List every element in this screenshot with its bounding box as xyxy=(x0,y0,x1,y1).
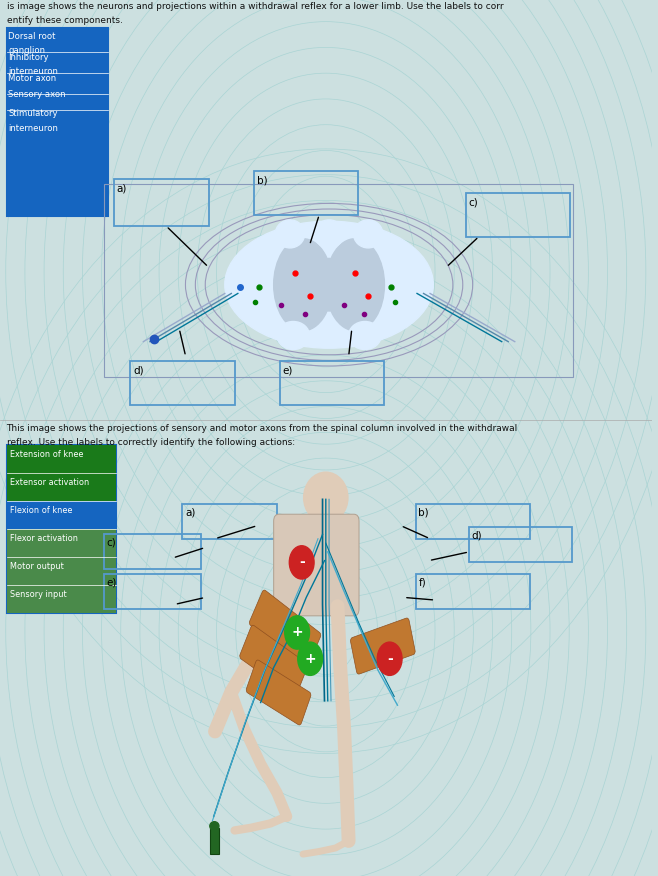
Text: Extension of knee: Extension of knee xyxy=(11,450,84,459)
Bar xyxy=(311,497,340,523)
Text: entify these components.: entify these components. xyxy=(7,16,122,25)
FancyBboxPatch shape xyxy=(274,514,359,616)
Ellipse shape xyxy=(315,220,343,248)
Text: Motor axon: Motor axon xyxy=(9,74,57,82)
Text: interneuron: interneuron xyxy=(9,124,59,132)
Text: Dorsal root: Dorsal root xyxy=(9,32,56,40)
FancyBboxPatch shape xyxy=(249,590,321,668)
Text: f): f) xyxy=(418,577,426,587)
Text: Sensory axon: Sensory axon xyxy=(9,90,66,99)
Bar xyxy=(7,585,116,613)
Bar xyxy=(7,28,107,216)
Ellipse shape xyxy=(303,472,348,523)
Text: c): c) xyxy=(468,197,478,207)
Bar xyxy=(7,473,116,501)
Bar xyxy=(7,529,116,557)
Text: Extensor activation: Extensor activation xyxy=(11,478,89,487)
Bar xyxy=(114,179,209,226)
Ellipse shape xyxy=(225,221,434,349)
Bar xyxy=(416,574,530,609)
Ellipse shape xyxy=(210,822,219,830)
Text: interneuron: interneuron xyxy=(9,67,59,76)
Ellipse shape xyxy=(326,238,384,330)
Circle shape xyxy=(285,616,309,649)
Text: ganglion: ganglion xyxy=(9,46,45,55)
FancyBboxPatch shape xyxy=(246,660,311,725)
Ellipse shape xyxy=(277,321,309,350)
Ellipse shape xyxy=(349,321,381,350)
Text: Inhibitory: Inhibitory xyxy=(9,53,49,61)
Bar xyxy=(280,361,384,405)
Text: Sensory input: Sensory input xyxy=(11,590,67,599)
Bar xyxy=(104,184,573,377)
FancyBboxPatch shape xyxy=(240,625,308,696)
Text: Stimulatory: Stimulatory xyxy=(9,109,58,117)
Ellipse shape xyxy=(274,238,332,330)
Circle shape xyxy=(298,642,322,675)
Text: -: - xyxy=(387,652,393,666)
Text: d): d) xyxy=(133,365,143,375)
Bar xyxy=(104,534,201,569)
Text: b): b) xyxy=(418,507,429,517)
Ellipse shape xyxy=(275,220,305,248)
Text: a): a) xyxy=(185,507,195,517)
FancyBboxPatch shape xyxy=(351,618,415,674)
Bar xyxy=(7,557,116,585)
Text: e): e) xyxy=(107,577,117,587)
Bar xyxy=(182,504,277,539)
Text: Flexion of knee: Flexion of knee xyxy=(11,506,73,515)
Text: is image shows the neurons and projections within a withdrawal reflex for a lowe: is image shows the neurons and projectio… xyxy=(7,2,503,11)
Bar xyxy=(7,445,116,613)
Text: reflex. Use the labels to correctly identify the following actions:: reflex. Use the labels to correctly iden… xyxy=(7,438,295,447)
Bar xyxy=(7,501,116,529)
Text: Flexor activation: Flexor activation xyxy=(11,534,78,543)
Text: a): a) xyxy=(116,183,127,193)
Bar xyxy=(416,504,530,539)
Bar xyxy=(130,361,234,405)
Text: This image shows the projections of sensory and motor axons from the spinal colu: This image shows the projections of sens… xyxy=(7,424,518,433)
Circle shape xyxy=(377,642,402,675)
Bar xyxy=(104,574,201,609)
Text: e): e) xyxy=(283,365,293,375)
Text: +: + xyxy=(291,625,303,639)
Bar xyxy=(7,445,116,473)
Bar xyxy=(469,527,572,562)
Bar xyxy=(466,193,570,237)
Bar xyxy=(254,171,359,215)
Text: Motor output: Motor output xyxy=(11,562,64,571)
Text: c): c) xyxy=(107,538,116,548)
Ellipse shape xyxy=(315,258,343,311)
Text: +: + xyxy=(305,652,316,666)
Ellipse shape xyxy=(353,220,383,248)
Bar xyxy=(210,828,219,854)
Text: b): b) xyxy=(257,175,267,185)
Text: d): d) xyxy=(472,531,482,540)
Circle shape xyxy=(290,546,314,579)
Text: -: - xyxy=(299,555,305,569)
